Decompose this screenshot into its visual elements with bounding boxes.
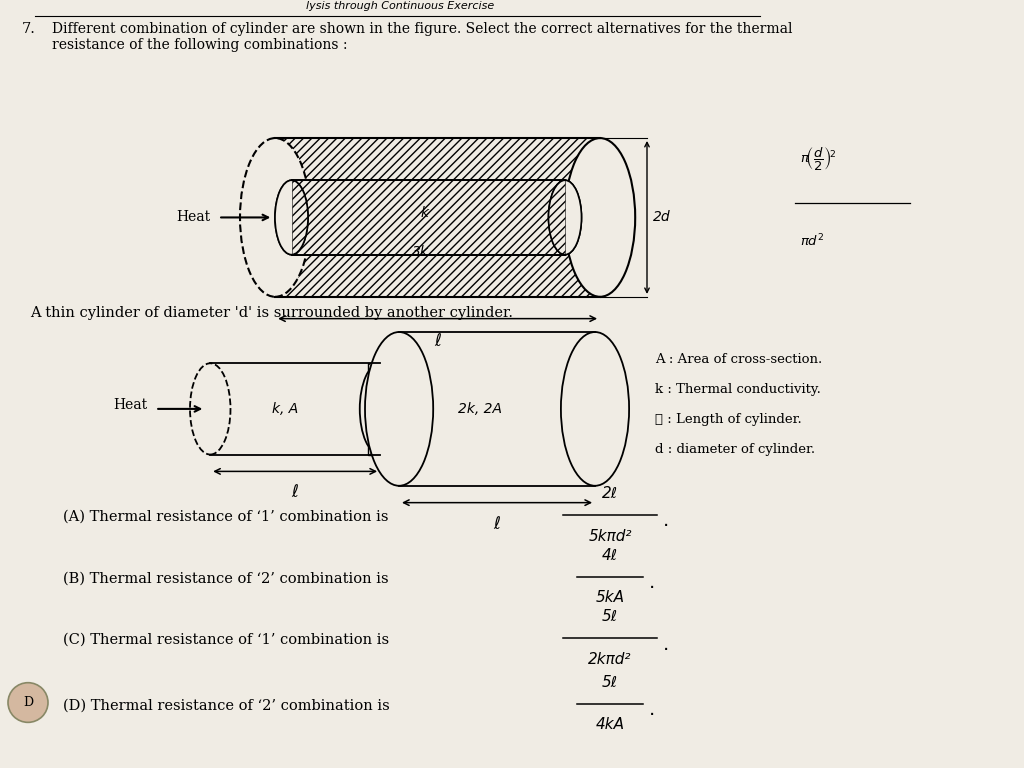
Ellipse shape xyxy=(365,332,433,486)
Text: d : diameter of cylinder.: d : diameter of cylinder. xyxy=(655,442,815,455)
Text: lysis through Continuous Exercise: lysis through Continuous Exercise xyxy=(306,1,495,11)
Ellipse shape xyxy=(275,180,308,255)
Text: 5kA: 5kA xyxy=(596,591,625,605)
Text: 2k, 2A: 2k, 2A xyxy=(458,402,502,416)
Text: (B) Thermal resistance of ‘2’ combination is: (B) Thermal resistance of ‘2’ combinatio… xyxy=(63,571,389,585)
Bar xyxy=(292,180,565,255)
Text: 2kπd²: 2kπd² xyxy=(588,652,632,667)
Text: A thin cylinder of diameter 'd' is surrounded by another cylinder.: A thin cylinder of diameter 'd' is surro… xyxy=(30,306,513,319)
Bar xyxy=(368,363,392,455)
Ellipse shape xyxy=(240,138,310,296)
Text: Different combination of cylinder are shown in the figure. Select the correct al: Different combination of cylinder are sh… xyxy=(52,22,793,52)
Text: .: . xyxy=(649,700,655,719)
Text: 5ℓ: 5ℓ xyxy=(602,674,618,690)
Ellipse shape xyxy=(190,363,230,455)
Text: 2d: 2d xyxy=(653,210,671,224)
Bar xyxy=(275,138,600,296)
Text: 4ℓ: 4ℓ xyxy=(602,548,618,563)
Text: Heat: Heat xyxy=(113,398,147,412)
Bar xyxy=(292,180,565,255)
Text: $\ell$: $\ell$ xyxy=(433,332,441,349)
Bar xyxy=(292,180,565,255)
Text: k: k xyxy=(421,207,429,220)
Text: 5kπd²: 5kπd² xyxy=(588,529,632,544)
Bar xyxy=(292,180,565,255)
Ellipse shape xyxy=(561,332,629,486)
Ellipse shape xyxy=(549,180,582,255)
Text: .: . xyxy=(649,573,655,592)
Text: Heat: Heat xyxy=(176,210,210,224)
Text: (D) Thermal resistance of ‘2’ combination is: (D) Thermal resistance of ‘2’ combinatio… xyxy=(63,699,390,713)
Text: k, A: k, A xyxy=(272,402,298,416)
Text: k : Thermal conductivity.: k : Thermal conductivity. xyxy=(655,383,821,396)
Text: 3k: 3k xyxy=(412,245,428,259)
Text: (A) Thermal resistance of ‘1’ combination is: (A) Thermal resistance of ‘1’ combinatio… xyxy=(63,510,388,524)
Bar xyxy=(275,138,600,296)
Text: 7.: 7. xyxy=(22,22,36,36)
Text: 4kA: 4kA xyxy=(596,717,625,733)
Text: .: . xyxy=(663,634,670,654)
Bar xyxy=(210,363,380,455)
Text: $\pi d^2$: $\pi d^2$ xyxy=(800,233,824,249)
Text: $\ell$: $\ell$ xyxy=(493,515,501,532)
Text: d: d xyxy=(618,210,627,224)
Text: D: D xyxy=(23,696,33,709)
Text: $\ell$: $\ell$ xyxy=(291,483,299,502)
Text: 2ℓ: 2ℓ xyxy=(602,486,618,502)
Ellipse shape xyxy=(359,363,400,455)
Ellipse shape xyxy=(275,180,308,255)
Text: A : Area of cross-section.: A : Area of cross-section. xyxy=(655,353,822,366)
Text: .: . xyxy=(663,511,670,531)
Bar xyxy=(399,332,595,486)
Text: ℓ : Length of cylinder.: ℓ : Length of cylinder. xyxy=(655,413,802,426)
Text: (C) Thermal resistance of ‘1’ combination is: (C) Thermal resistance of ‘1’ combinatio… xyxy=(63,633,389,647)
Ellipse shape xyxy=(565,138,635,296)
Ellipse shape xyxy=(549,180,582,255)
Text: $\pi\!\left(\dfrac{d}{2}\right)^{\!2}$: $\pi\!\left(\dfrac{d}{2}\right)^{\!2}$ xyxy=(800,146,836,173)
Text: 5ℓ: 5ℓ xyxy=(602,609,618,624)
Circle shape xyxy=(8,683,48,723)
